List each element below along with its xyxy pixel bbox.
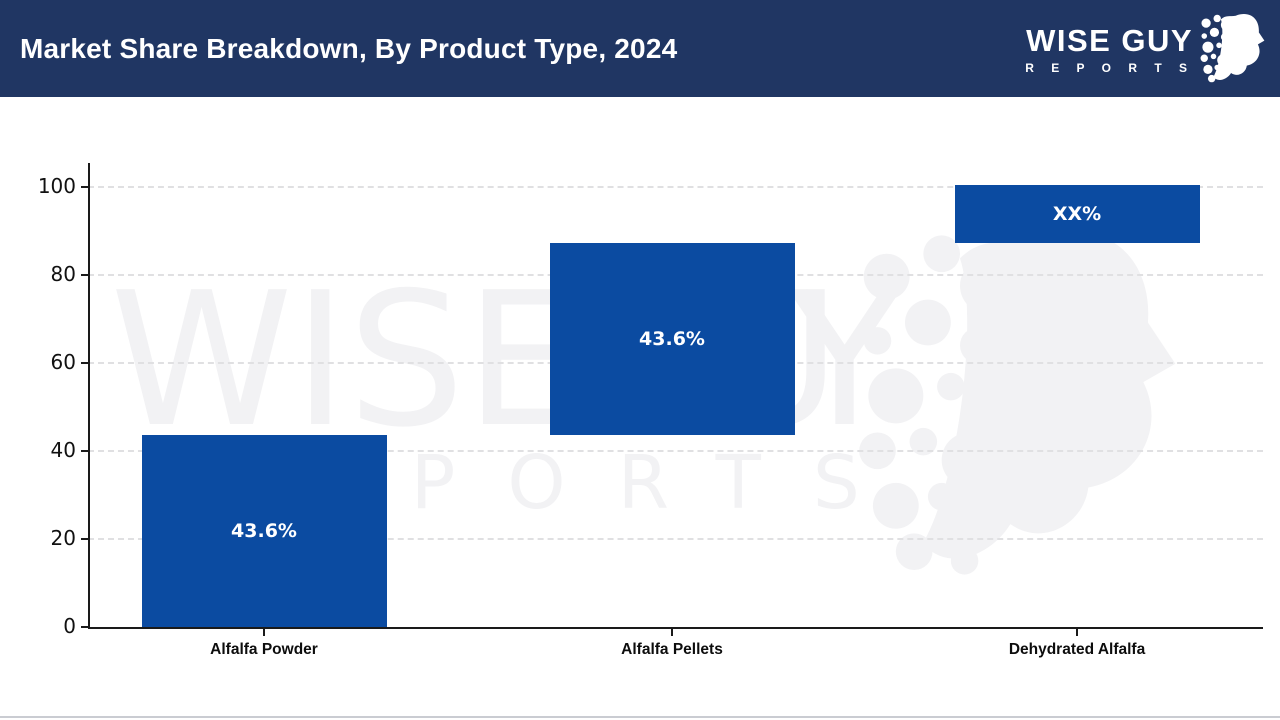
brand-logo-text: WISE GUY R E P O R T S xyxy=(1025,23,1194,75)
x-category-label: Alfalfa Powder xyxy=(210,641,318,658)
bar-alfalfa-powder: 43.6% xyxy=(141,435,387,627)
y-tick-label-60: 60 xyxy=(50,350,76,374)
y-tick-0 xyxy=(81,626,88,628)
y-tick-60 xyxy=(81,362,88,364)
bar-alfalfa-pellets: 43.6% xyxy=(549,243,795,436)
y-tick-label-100: 100 xyxy=(37,174,76,198)
footer-divider xyxy=(0,716,1280,718)
x-category-label: Alfalfa Pellets xyxy=(621,641,723,658)
x-tick-3 xyxy=(1076,629,1078,636)
bar-value-label: 43.6% xyxy=(231,520,297,543)
chart-title: Market Share Breakdown, By Product Type,… xyxy=(20,32,678,64)
header-bar: Market Share Breakdown, By Product Type,… xyxy=(0,0,1280,97)
y-tick-label-20: 20 xyxy=(50,526,76,550)
x-axis xyxy=(88,627,1263,629)
brand-face-icon xyxy=(1200,13,1265,82)
brand-subname: R E P O R T S xyxy=(1025,60,1194,75)
y-tick-40 xyxy=(81,450,88,452)
bar-dehydrated-alfalfa: XX% xyxy=(954,185,1200,244)
gridline-20 xyxy=(88,538,1263,540)
brand-logo: WISE GUY R E P O R T S xyxy=(1025,12,1280,86)
x-category-label: Dehydrated Alfalfa xyxy=(1008,641,1146,658)
y-axis xyxy=(88,163,90,629)
bar-value-label: XX% xyxy=(1052,203,1102,226)
gridline-40 xyxy=(88,450,1263,452)
brand-name: WISE GUY xyxy=(1026,22,1194,58)
y-tick-80 xyxy=(81,274,88,276)
x-tick-2 xyxy=(671,629,673,636)
y-tick-label-40: 40 xyxy=(50,438,76,462)
gridline-100 xyxy=(88,186,1263,188)
x-tick-1 xyxy=(263,629,265,636)
y-tick-label-80: 80 xyxy=(50,262,76,286)
y-tick-20 xyxy=(81,538,88,540)
y-tick-100 xyxy=(81,186,88,188)
y-tick-label-0: 0 xyxy=(63,614,76,638)
bar-value-label: 43.6% xyxy=(639,328,705,351)
